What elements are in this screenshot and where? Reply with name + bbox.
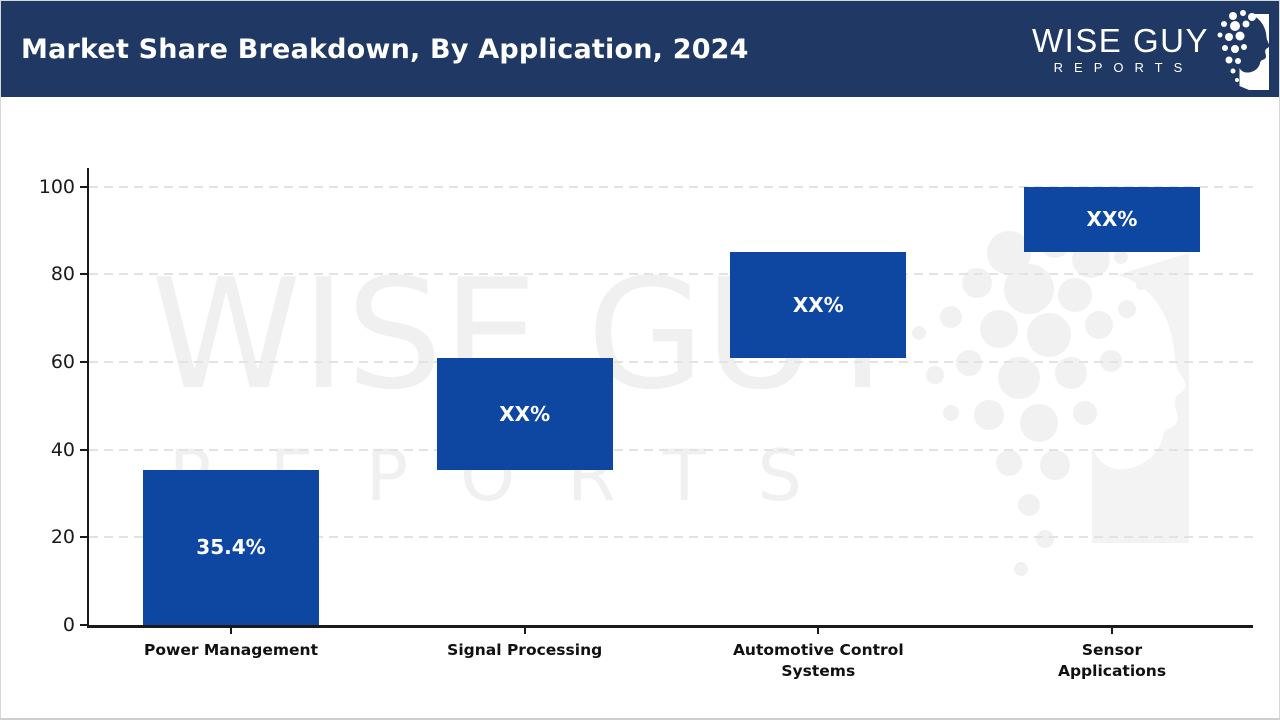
y-tick-label: 80 [50, 263, 75, 286]
logo-line1: WISE GUY [1031, 22, 1209, 59]
bar-value-label: XX% [1086, 207, 1138, 232]
bar: XX% [436, 357, 613, 470]
x-tick-mark [230, 627, 232, 634]
gridline [89, 360, 1253, 363]
y-axis-line [86, 168, 89, 628]
y-tick-label: 20 [50, 526, 75, 549]
page-title: Market Share Breakdown, By Application, … [21, 33, 749, 65]
bar: XX% [1024, 186, 1200, 253]
x-tick-mark [1111, 627, 1113, 634]
gridline [89, 536, 1253, 539]
x-category-label: Power Management [144, 641, 318, 659]
y-tick-mark [80, 273, 88, 276]
x-category-label: Signal Processing [447, 641, 603, 659]
y-tick-mark [80, 360, 88, 363]
x-tick-mark [817, 627, 820, 634]
wiseguy-logo: WISE GUY REPORTS [1032, 8, 1269, 90]
bar: XX% [730, 252, 907, 358]
x-category-label: Sensor Applications [1057, 641, 1167, 680]
y-tick-mark [80, 185, 88, 188]
gridline [89, 273, 1253, 276]
y-tick-label: 60 [50, 350, 75, 373]
y-tick-label: 40 [50, 438, 75, 461]
y-tick-mark [80, 624, 88, 626]
bar-value-label: XX% [499, 401, 551, 426]
bar-value-label: XX% [792, 292, 844, 317]
bar: 35.4% [143, 469, 319, 625]
wiseguy-logo-text: WISE GUY REPORTS [1032, 24, 1209, 74]
y-tick-mark [80, 536, 88, 539]
y-tick-label: 0 [62, 614, 75, 636]
dotted-head-profile-icon [1217, 10, 1269, 90]
x-axis-line [86, 625, 1253, 628]
bar-value-label: 35.4% [196, 535, 266, 560]
x-category-label: Automotive Control Systems [732, 641, 904, 680]
y-tick-label: 100 [38, 175, 75, 198]
gridline [89, 185, 1253, 188]
header-bar: Market Share Breakdown, By Application, … [1, 1, 1279, 97]
gridline [89, 448, 1253, 451]
y-tick-mark [80, 448, 88, 451]
x-tick-mark [523, 627, 526, 634]
logo-line2: REPORTS [1053, 60, 1194, 75]
